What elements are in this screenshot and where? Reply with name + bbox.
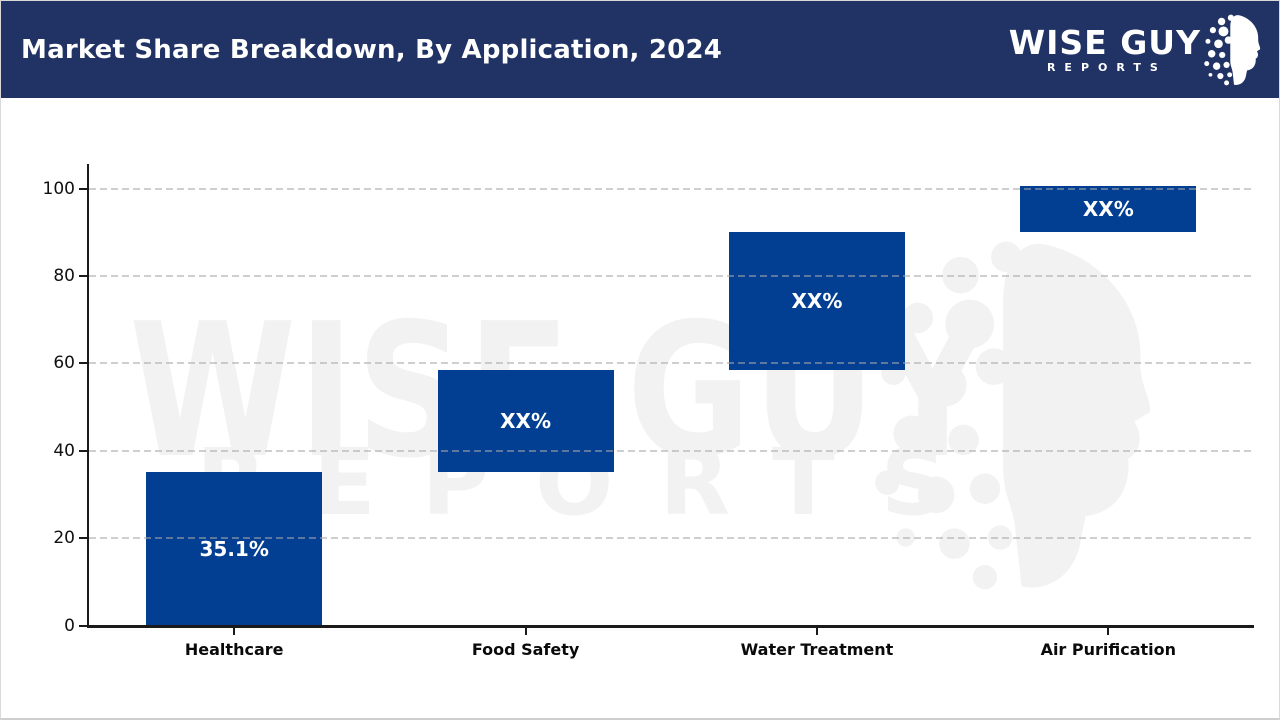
bar-value-label: XX% bbox=[500, 408, 551, 433]
brand-name: WISE GUY bbox=[1008, 23, 1201, 62]
x-tick-mark bbox=[815, 627, 818, 635]
header: Market Share Breakdown, By Application, … bbox=[1, 1, 1279, 98]
bar-value-label: XX% bbox=[791, 288, 843, 313]
bar: XX% bbox=[1020, 186, 1197, 232]
gridline bbox=[89, 187, 1254, 190]
gridline bbox=[89, 537, 1254, 540]
y-tick-label: 60 bbox=[53, 353, 75, 374]
y-tick-mark bbox=[79, 449, 87, 452]
bar-value-label: 35.1% bbox=[199, 536, 269, 561]
y-tick-mark bbox=[79, 362, 87, 365]
bar: 35.1% bbox=[146, 472, 323, 626]
gridline bbox=[89, 449, 1254, 452]
category-label: Healthcare bbox=[184, 640, 284, 659]
gridline bbox=[89, 274, 1254, 277]
y-tick-mark bbox=[79, 187, 87, 190]
x-tick-mark bbox=[1107, 627, 1110, 635]
y-tick-label: 0 bbox=[64, 615, 75, 636]
y-tick-mark bbox=[79, 624, 87, 627]
y-tick-mark bbox=[79, 537, 87, 540]
bar: XX% bbox=[437, 369, 614, 473]
brand-logo: WISE GUY REPORTS bbox=[1009, 12, 1265, 88]
x-tick-mark bbox=[233, 627, 236, 635]
wiseguy-face-icon bbox=[1204, 14, 1261, 85]
brand-subtitle: REPORTS bbox=[1046, 61, 1167, 74]
page-title: Market Share Breakdown, By Application, … bbox=[21, 34, 723, 65]
watermark-face-icon bbox=[875, 241, 1151, 590]
gridline bbox=[89, 362, 1254, 365]
bar-value-label: XX% bbox=[1082, 197, 1134, 222]
x-axis bbox=[87, 625, 1254, 628]
y-axis bbox=[87, 164, 89, 627]
category-label: Air Purification bbox=[1040, 640, 1177, 659]
brand-logo-text: WISE GUY REPORTS bbox=[1009, 26, 1201, 73]
x-tick-mark bbox=[524, 627, 527, 635]
category-label: Water Treatment bbox=[740, 640, 894, 659]
bar: XX% bbox=[728, 231, 905, 370]
y-tick-label: 40 bbox=[53, 440, 75, 461]
y-tick-label: 20 bbox=[53, 528, 75, 549]
y-tick-label: 80 bbox=[53, 265, 75, 286]
y-tick-label: 100 bbox=[42, 178, 75, 199]
category-label: Food Safety bbox=[471, 640, 580, 659]
y-tick-mark bbox=[79, 274, 87, 277]
